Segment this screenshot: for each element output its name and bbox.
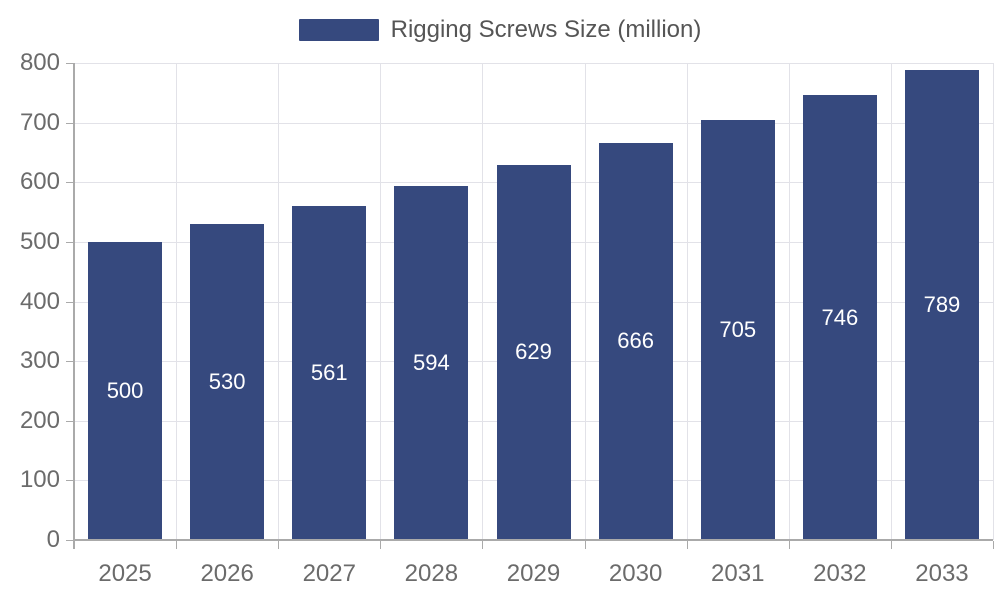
gridline-vertical: [584, 63, 586, 540]
legend-item[interactable]: Rigging Screws Size (million): [298, 16, 702, 44]
bar-value-label: 746: [821, 304, 859, 330]
x-axis-tick: [482, 541, 484, 549]
y-axis-tick-label: 0: [46, 526, 60, 553]
bar-2033[interactable]: [904, 69, 979, 539]
gridline-vertical: [278, 63, 280, 540]
legend-swatch-icon: [298, 19, 379, 41]
bar-value-label: 789: [923, 291, 961, 317]
x-axis-tick: [584, 541, 586, 549]
legend: Rigging Screws Size (million): [0, 16, 1000, 44]
gridline-vertical: [890, 63, 892, 540]
y-axis-tick: [66, 361, 74, 363]
bar-value-label: 666: [617, 328, 654, 354]
x-axis-tick-label: 2028: [404, 560, 459, 587]
bar-2027[interactable]: [292, 205, 367, 539]
x-axis-tick-label: 2025: [98, 560, 152, 587]
bar-2031[interactable]: [700, 119, 775, 539]
bar-value-label: 705: [719, 316, 757, 342]
bar-2026[interactable]: [190, 223, 265, 539]
y-axis-tick: [66, 182, 74, 184]
gridline-vertical: [482, 63, 484, 540]
x-axis-line: [73, 539, 993, 541]
bar-value-label: 629: [515, 339, 552, 365]
y-axis-tick: [66, 63, 74, 64]
x-axis-tick-label: 2030: [608, 560, 663, 587]
y-axis-tick: [66, 420, 74, 422]
x-axis-tick: [788, 541, 790, 549]
bar-2032[interactable]: [802, 95, 877, 539]
y-axis-tick-label: 500: [19, 227, 60, 255]
y-axis-line: [73, 63, 75, 549]
x-axis-tick: [686, 541, 688, 549]
bar-value-label: 561: [310, 359, 348, 385]
bar-2029[interactable]: [496, 164, 571, 539]
x-axis-tick: [993, 541, 994, 549]
x-axis-tick: [380, 541, 382, 549]
y-axis-tick: [66, 241, 74, 243]
bar-2025[interactable]: [88, 241, 163, 539]
x-axis-tick-label: 2031: [711, 560, 765, 587]
gridline-vertical: [176, 63, 178, 540]
y-axis-tick: [66, 540, 74, 541]
x-axis-tick-label: 2032: [813, 560, 867, 587]
y-axis-tick: [66, 301, 74, 303]
x-axis-tick-label: 2026: [200, 560, 254, 587]
y-axis-tick-label: 100: [19, 466, 60, 494]
x-axis-tick-label: 2029: [506, 560, 561, 587]
gridline-horizontal: [74, 122, 993, 124]
gridline-vertical: [686, 63, 688, 540]
gridline-horizontal: [74, 63, 993, 64]
legend-label: Rigging Screws Size (million): [390, 16, 702, 43]
gridline-vertical: [788, 63, 790, 540]
y-axis-tick: [66, 122, 74, 124]
x-axis-tick: [890, 541, 892, 549]
x-axis-tick: [278, 541, 280, 549]
bar-2030[interactable]: [598, 142, 673, 539]
y-axis-tick-label: 400: [19, 287, 60, 315]
y-axis-tick-label: 300: [19, 347, 60, 375]
bar-2028[interactable]: [394, 185, 469, 539]
y-axis-tick: [66, 480, 74, 482]
x-axis-tick-label: 2033: [915, 560, 969, 587]
y-axis-tick-label: 700: [19, 108, 60, 136]
bar-value-label: 500: [106, 377, 144, 403]
y-axis-tick-label: 600: [19, 168, 60, 196]
gridline-vertical: [993, 63, 994, 540]
x-axis-tick-label: 2027: [302, 560, 356, 587]
gridline-vertical: [380, 63, 382, 540]
bar-value-label: 594: [413, 349, 450, 375]
y-axis-tick-label: 800: [19, 49, 60, 76]
bar-value-label: 530: [208, 368, 246, 394]
x-axis-tick: [176, 541, 178, 549]
y-axis-tick-label: 200: [19, 406, 60, 434]
